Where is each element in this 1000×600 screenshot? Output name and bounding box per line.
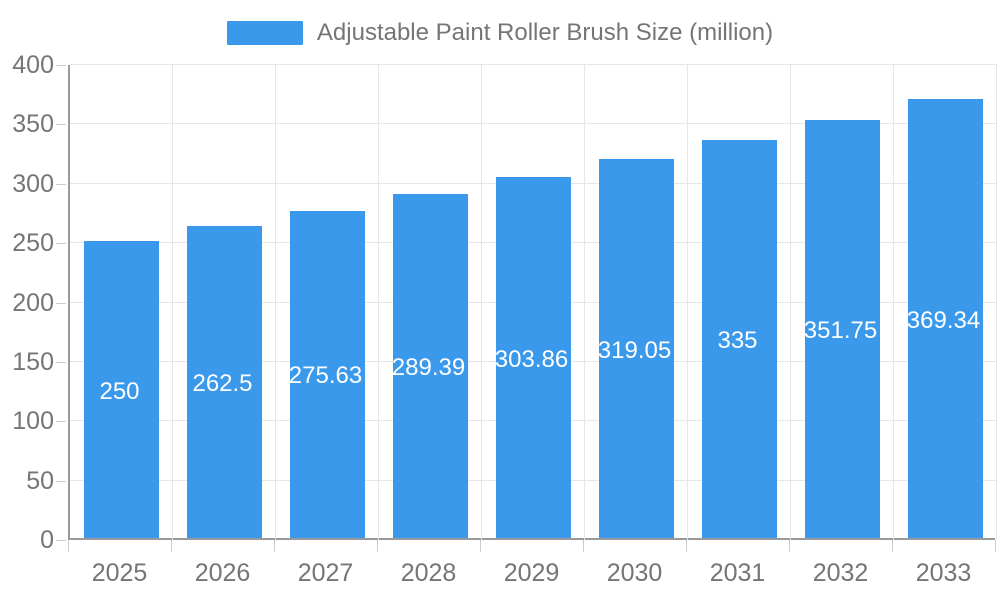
v-gridline: [378, 65, 379, 540]
y-axis-tick: [56, 540, 66, 541]
y-axis-tick: [56, 361, 66, 363]
bar-2026[interactable]: [187, 226, 262, 538]
legend-item[interactable]: Adjustable Paint Roller Brush Size (mill…: [0, 18, 1000, 48]
x-axis-tick: [583, 540, 584, 552]
y-axis-tick: [56, 243, 66, 245]
bar-2030[interactable]: [599, 159, 674, 538]
x-axis-tick: [686, 540, 687, 552]
bar-value-label: 262.5: [192, 370, 253, 398]
bar-2027[interactable]: [290, 210, 365, 538]
v-gridline: [893, 65, 894, 540]
bar-value-label: 250: [99, 377, 140, 405]
x-axis-label: 2027: [297, 559, 354, 587]
x-axis-tick: [171, 540, 172, 552]
y-axis-label: 100: [12, 407, 54, 436]
x-axis-tick: [480, 540, 481, 552]
bar-2033[interactable]: [908, 99, 983, 538]
x-axis-tick: [68, 540, 69, 552]
y-axis-tick: [56, 65, 66, 66]
v-gridline: [790, 65, 791, 540]
y-axis-tick: [56, 421, 66, 423]
bar-value-label: 289.39: [391, 354, 466, 382]
y-axis-tick: [56, 302, 66, 304]
x-axis-label: 2029: [503, 559, 560, 587]
v-gridline: [687, 65, 688, 540]
y-axis-label: 400: [12, 51, 54, 79]
y-axis-label: 200: [12, 288, 54, 317]
v-gridline: [996, 65, 997, 540]
y-axis-label: 300: [12, 169, 54, 198]
y-axis-label: 50: [26, 466, 54, 495]
y-axis-tick: [56, 124, 66, 126]
x-axis-tick: [789, 540, 790, 552]
bar-value-label: 303.86: [494, 345, 569, 373]
legend-label: Adjustable Paint Roller Brush Size (mill…: [316, 19, 774, 46]
bar-value-label: 335: [717, 327, 758, 355]
y-axis-label: 150: [12, 347, 54, 376]
bar-2028[interactable]: [393, 194, 468, 538]
x-axis-tick: [274, 540, 275, 552]
x-axis-label: 2026: [194, 559, 251, 587]
v-gridline: [584, 65, 585, 540]
x-axis-label: 2032: [812, 559, 869, 587]
x-axis-tick: [892, 540, 893, 552]
legend-swatch-icon: [226, 21, 303, 45]
x-axis-tick: [995, 540, 996, 552]
h-gridline: [70, 123, 997, 125]
x-axis-label: 2028: [400, 559, 457, 587]
x-axis-label: 2030: [606, 559, 663, 587]
bar-value-label: 319.05: [597, 336, 672, 364]
x-axis-tick: [377, 540, 378, 552]
y-axis-label: 350: [12, 110, 54, 139]
v-gridline: [481, 65, 482, 540]
bar-value-label: 369.34: [906, 306, 981, 334]
y-axis-label: 250: [12, 229, 54, 258]
x-axis-label: 2031: [709, 559, 766, 587]
h-gridline: [70, 64, 997, 65]
bar-value-label: 351.75: [803, 317, 878, 345]
bar-2032[interactable]: [805, 120, 880, 538]
y-axis-tick: [56, 480, 66, 482]
x-axis-label: 2033: [915, 559, 972, 587]
bar-2029[interactable]: [496, 177, 571, 538]
v-gridline: [172, 65, 173, 540]
plot-area: [68, 64, 997, 540]
v-gridline: [275, 65, 276, 540]
bar-2025[interactable]: [84, 241, 159, 538]
bar-2031[interactable]: [702, 140, 777, 538]
y-axis-label: 0: [40, 526, 54, 554]
y-axis-tick: [56, 183, 66, 185]
x-axis-label: 2025: [91, 559, 148, 587]
bar-value-label: 275.63: [288, 362, 363, 390]
